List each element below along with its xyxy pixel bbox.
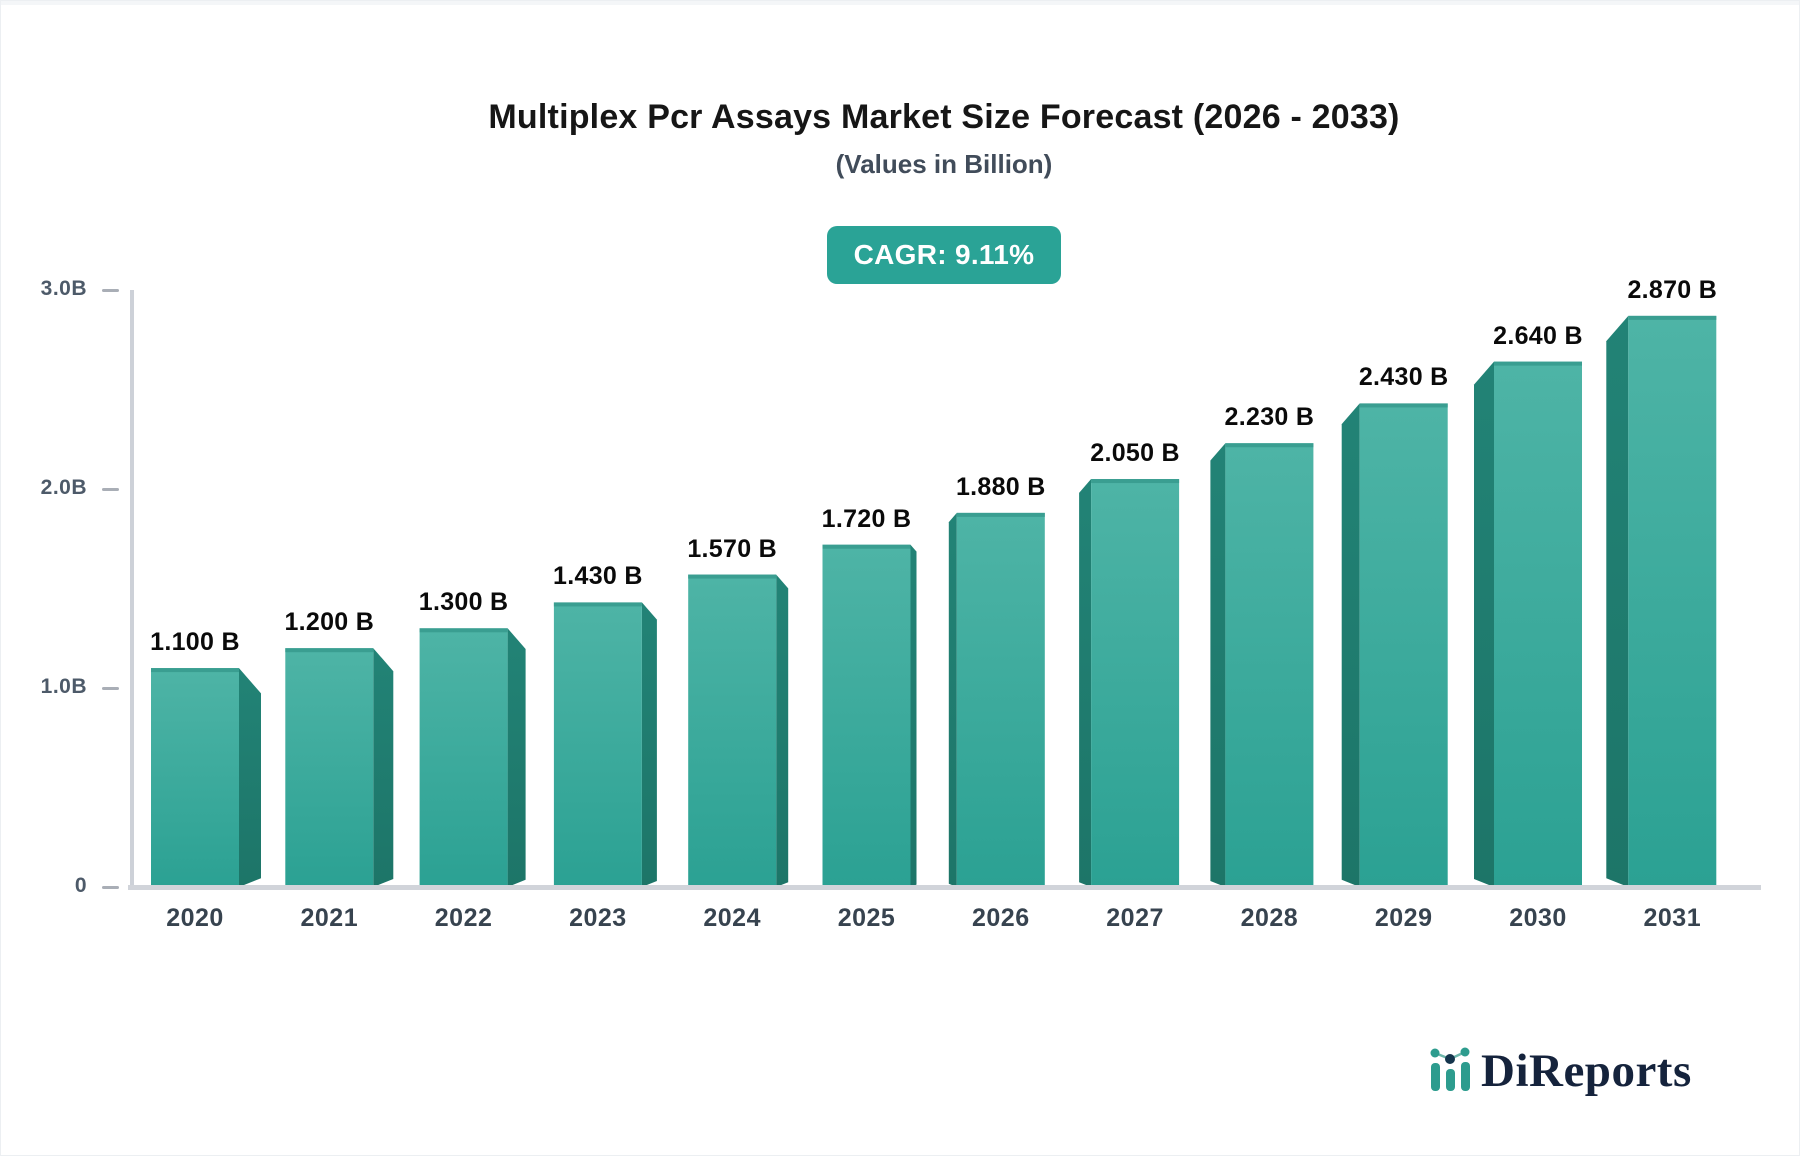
x-tick-label-2025: 2025 [837,904,896,932]
bar-2030[interactable] [1474,361,1582,887]
x-tick-label-2022: 2022 [434,904,493,932]
x-tick-label-2028: 2028 [1240,904,1299,932]
bar-top-bevel [1091,479,1180,484]
bar-value-label-2020: 1.100 B [150,628,240,657]
bar-top-bevel [285,648,374,653]
bar-side-face [641,602,657,887]
bar-value-label-2027: 2.050 B [1090,439,1180,468]
chart-header: Multiplex Pcr Assays Market Size Forecas… [89,97,1799,179]
x-axis-baseline [128,885,1761,890]
bars-layer [151,315,1717,887]
bar-top-bevel [419,628,508,633]
bar-top-bevel [1359,403,1448,408]
bar-2023[interactable] [553,602,657,887]
chart-title: Multiplex Pcr Assays Market Size Forecas… [488,98,1400,136]
logo-text: DiReports [1481,1045,1692,1097]
bar-top-bevel [956,512,1045,517]
bar-2020[interactable] [151,668,261,887]
bar-front-face [553,602,642,887]
bar-2024[interactable] [688,574,789,887]
bar-side-face [1341,403,1360,887]
bar-front-face [956,512,1045,887]
bar-chart-trend-icon [1430,1047,1470,1091]
bar-side-face [1606,315,1629,887]
bar-value-label-2021: 1.200 B [284,608,375,637]
bar-2027[interactable] [1079,479,1180,887]
y-tick-mark-1 [102,487,119,491]
bar-side-face [1210,443,1226,887]
x-tick-label-2030: 2030 [1509,904,1567,932]
bar-value-label-2024: 1.570 B [687,534,778,563]
y-axis-line [130,290,134,890]
y-tick-mark-2 [102,686,119,690]
bar-top-bevel [1225,443,1314,448]
y-tick-mark-3 [102,885,119,889]
bar-front-face [1091,479,1180,887]
bar-front-face [419,628,508,887]
bar-value-label-2022: 1.300 B [418,588,509,617]
y-tick-label-3: 0 [74,874,87,897]
bar-side-face [948,512,957,887]
bar-side-face [776,574,789,887]
bar-top-bevel [553,602,642,607]
bar-front-face [1225,443,1314,887]
x-tick-label-2024: 2024 [703,904,761,932]
bar-2025[interactable] [822,544,917,887]
y-tick-label-2: 1.0B [40,675,87,698]
x-tick-label-2031: 2031 [1643,904,1702,932]
bar-side-face [239,668,261,887]
cagr-badge-row: CAGR: 9.11% [89,226,1799,284]
bar-front-face [688,574,777,887]
bar-front-face [151,668,239,887]
bar-value-label-2028: 2.230 B [1224,403,1315,432]
page-top-strip [1,1,1799,5]
bar-value-label-2031: 2.870 B [1627,275,1718,304]
bar-top-bevel [822,544,911,549]
x-tick-label-2029: 2029 [1374,904,1433,932]
bar-2028[interactable] [1210,443,1314,887]
bar-front-face [822,544,911,887]
bar-side-face [507,628,526,887]
x-tick-label-2020: 2020 [166,904,224,932]
y-tick-label-1: 2.0B [40,476,87,499]
cagr-badge: CAGR: 9.11% [826,226,1062,284]
bar-top-bevel [151,668,239,673]
bar-top-bevel [1494,361,1582,366]
y-tick-label-0: 3.0B [40,277,87,300]
bar-side-face [1474,361,1494,887]
bar-top-bevel [1628,315,1717,320]
bar-value-label-2026: 1.880 B [955,472,1046,501]
bar-front-face [1494,361,1582,887]
x-tick-label-2023: 2023 [569,904,627,932]
direports-logo[interactable]: DiReports [1429,1045,1692,1097]
bar-top-bevel [688,574,777,579]
bar-2021[interactable] [285,648,394,887]
bar-side-face [1079,479,1092,887]
chart-subtitle: (Values in Billion) [835,149,1053,179]
bar-2022[interactable] [419,628,526,887]
x-tick-label-2026: 2026 [971,904,1030,932]
bar-front-face [1359,403,1448,887]
bar-front-face [1628,315,1717,887]
x-tick-label-2027: 2027 [1106,904,1164,932]
bar-value-label-2025: 1.720 B [821,504,912,533]
bar-value-label-2023: 1.430 B [553,562,643,591]
y-tick-mark-0 [102,288,119,292]
bar-value-label-2030: 2.640 B [1493,321,1583,350]
bar-2031[interactable] [1606,315,1717,887]
bar-2026[interactable] [948,512,1045,887]
bar-side-face [373,648,394,887]
bar-side-face [910,544,917,887]
x-tick-label-2021: 2021 [300,904,359,932]
bar-front-face [285,648,374,887]
bar-2029[interactable] [1341,403,1448,887]
bar-value-label-2029: 2.430 B [1358,363,1449,392]
